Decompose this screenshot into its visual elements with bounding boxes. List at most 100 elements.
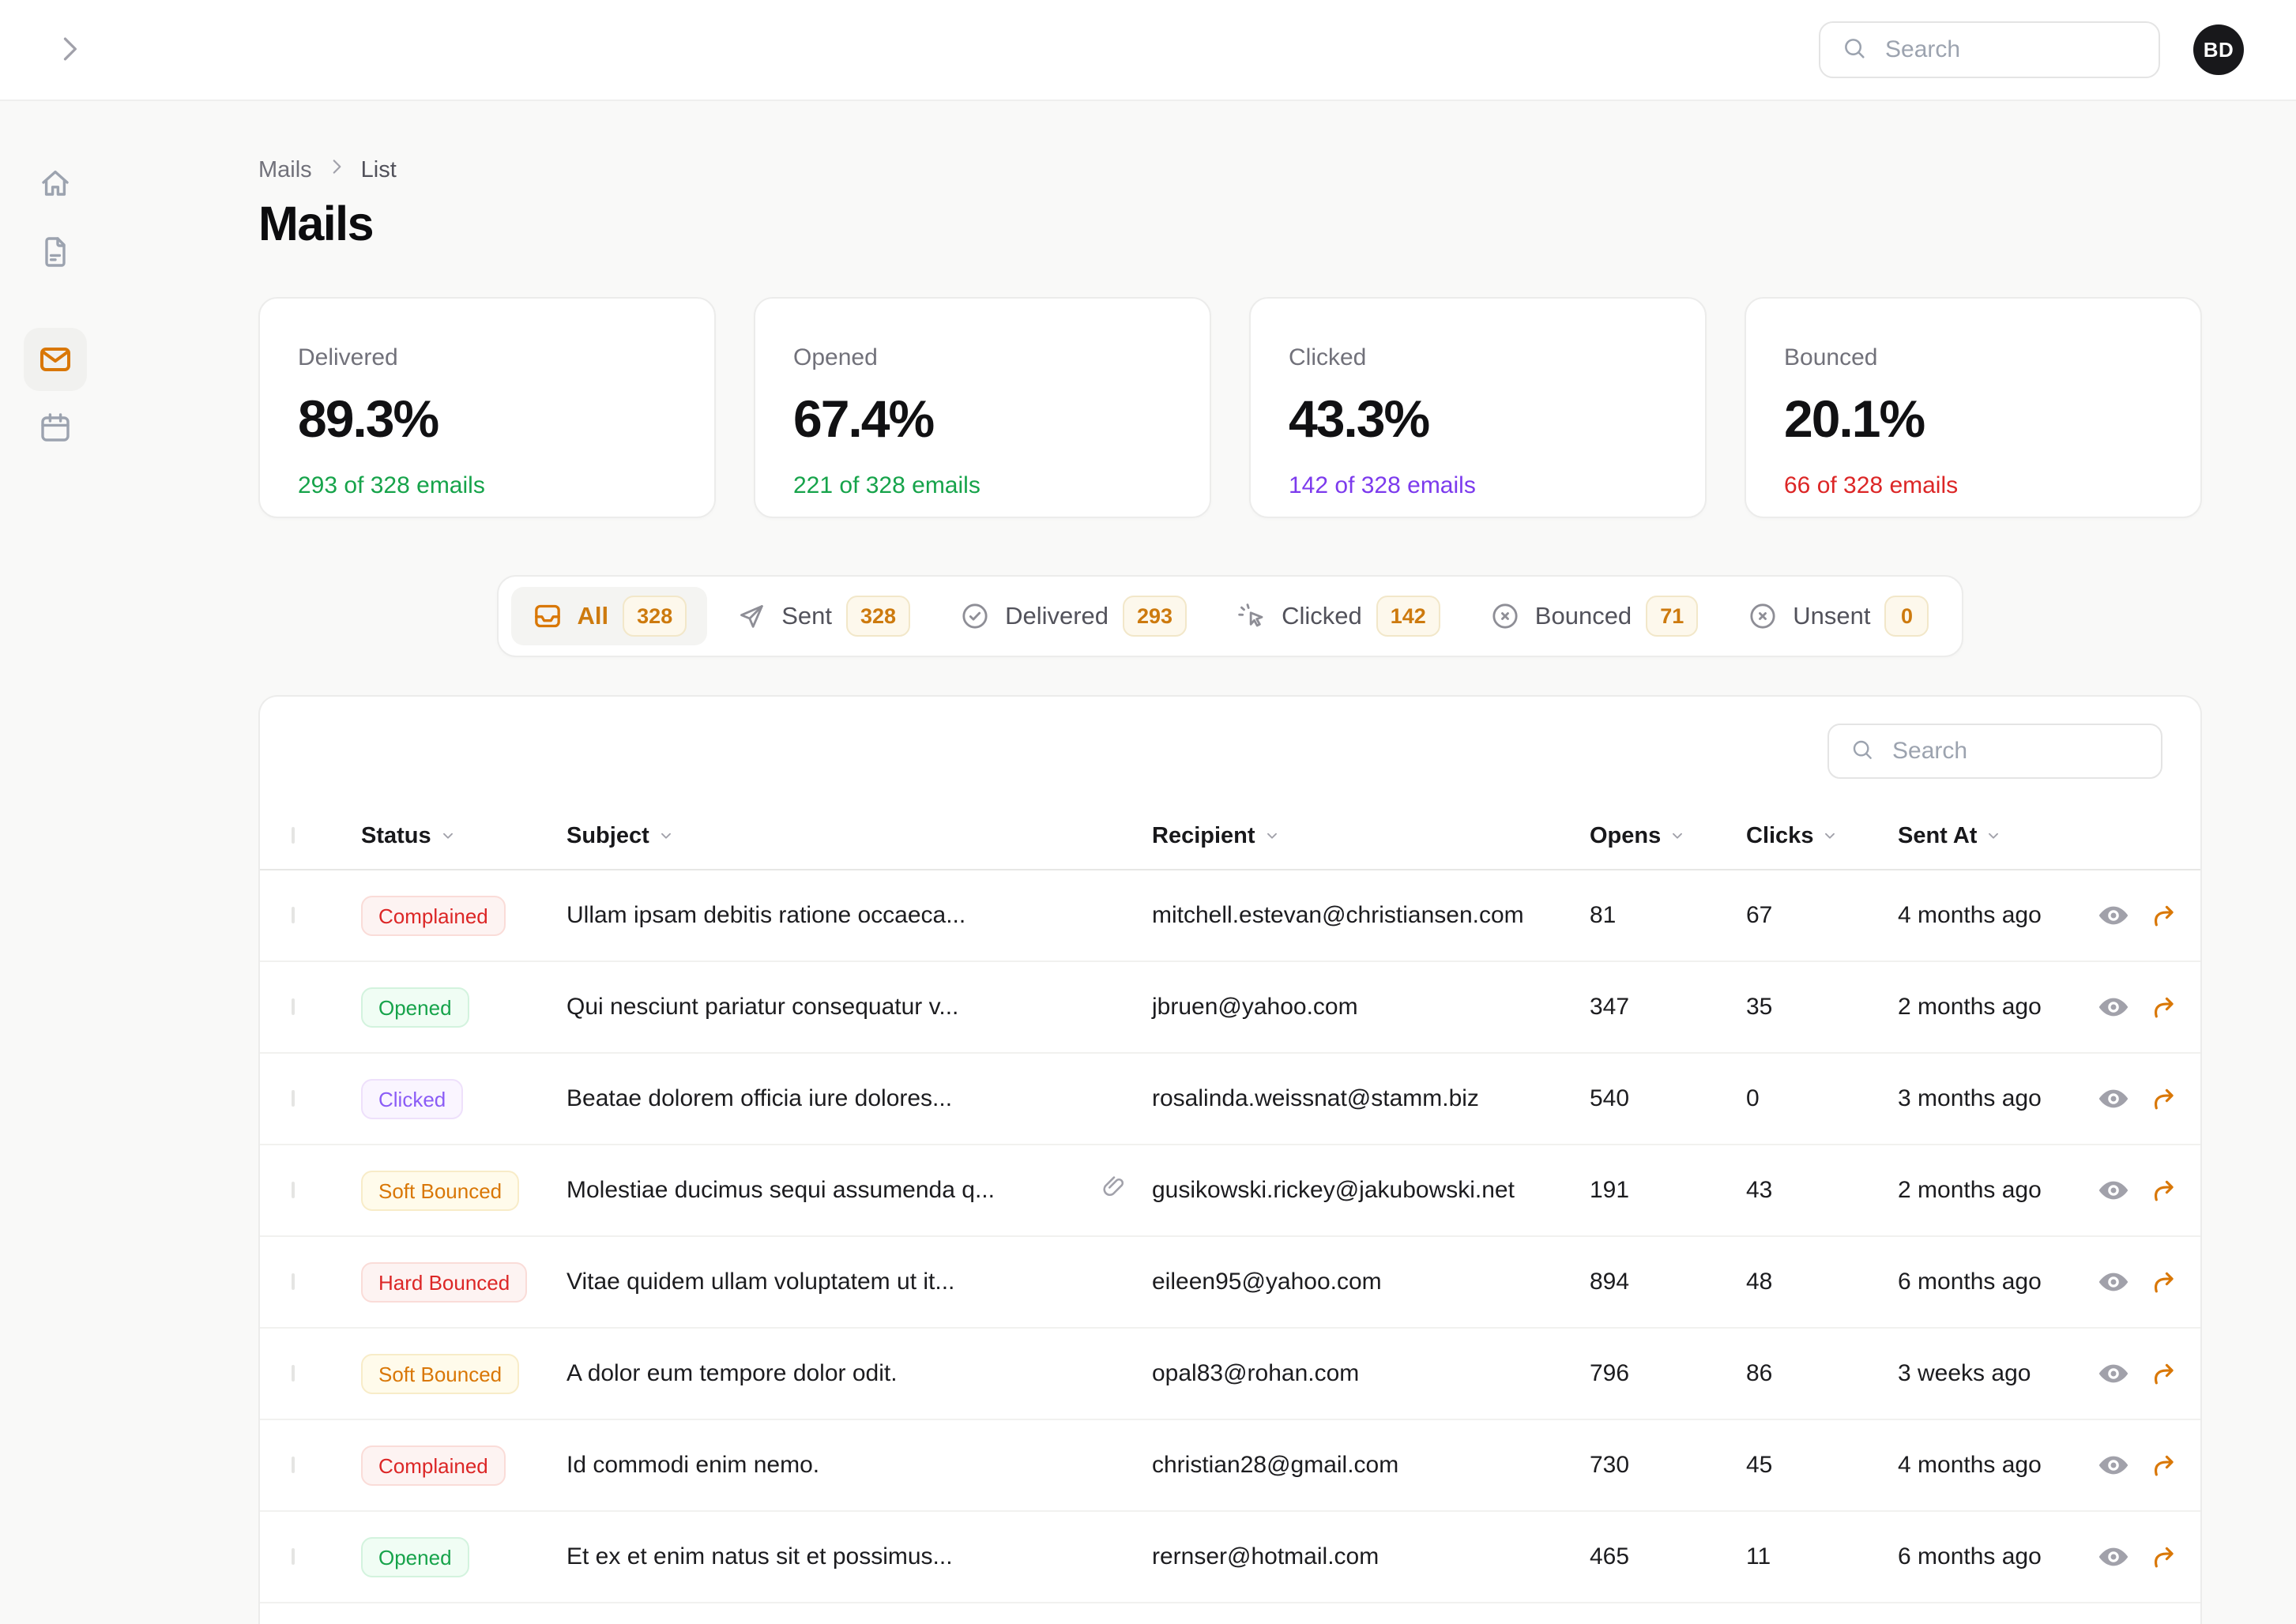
row-checkbox[interactable] (292, 1457, 295, 1473)
row-checkbox[interactable] (292, 1182, 295, 1198)
table-row: Clicked (260, 1603, 2200, 1624)
paperclip-icon (1100, 1173, 1128, 1201)
filter-tab-unsent[interactable]: Unsent 0 (1726, 587, 1949, 645)
stat-card-opened: Opened 67.4% 221 of 328 emails (754, 297, 1211, 518)
status-badge: Complained (361, 1445, 506, 1486)
table-row: Opened Et ex et enim natus sit et possim… (260, 1512, 2200, 1603)
mail-recipient: jbruen@yahoo.com (1152, 994, 1358, 1020)
mail-sent-at: 3 months ago (1898, 1085, 2042, 1111)
resend-mail-button[interactable] (2148, 1450, 2178, 1480)
column-header-status[interactable]: Status (361, 823, 566, 849)
mail-recipient: mitchell.estevan@christiansen.com (1152, 902, 1524, 928)
filter-tab-all[interactable]: All 328 (510, 587, 708, 645)
global-search-input[interactable] (1885, 36, 2138, 63)
mail-recipient: opal83@rohan.com (1152, 1360, 1360, 1386)
stat-value: 89.3% (298, 389, 439, 448)
eye-icon (2096, 1539, 2131, 1574)
mail-clicks: 11 (1746, 1543, 1771, 1569)
column-header-sent-at[interactable]: Sent At (1898, 823, 2085, 849)
sidebar-item-calendar[interactable] (24, 397, 87, 460)
mail-clicks: 45 (1746, 1452, 1773, 1478)
mail-subject: Et ex et enim natus sit et possimus... (566, 1543, 953, 1569)
eye-icon (2096, 1081, 2131, 1116)
stat-value: 43.3% (1289, 389, 1430, 448)
sidebar-item-mails[interactable] (24, 328, 87, 391)
table-row: Clicked Beatae dolorem officia iure dolo… (260, 1054, 2200, 1145)
filter-tab-bounced[interactable]: Bounced 71 (1469, 587, 1718, 645)
view-mail-button[interactable] (2096, 1539, 2131, 1574)
stat-detail: 221 of 328 emails (793, 472, 981, 498)
view-mail-button[interactable] (2096, 1265, 2131, 1299)
table-row: Opened Qui nesciunt pariatur consequatur… (260, 962, 2200, 1054)
column-header-clicks[interactable]: Clicks (1746, 823, 1898, 849)
mail-opens: 347 (1590, 994, 1630, 1020)
chevron-right-icon (52, 32, 87, 69)
table-body: Complained Ullam ipsam debitis ratione o… (260, 870, 2200, 1624)
table-row: Hard Bounced Vitae quidem ullam voluptat… (260, 1237, 2200, 1329)
x-circle-icon (1489, 600, 1521, 632)
sidebar-item-documents[interactable] (24, 220, 87, 284)
row-checkbox[interactable] (292, 1548, 295, 1565)
breadcrumb-mails[interactable]: Mails (258, 156, 312, 182)
table-toolbar (260, 697, 2200, 803)
row-checkbox[interactable] (292, 907, 295, 923)
view-mail-button[interactable] (2096, 990, 2131, 1024)
column-header-recipient[interactable]: Recipient (1152, 823, 1590, 849)
resend-mail-button[interactable] (2148, 1359, 2178, 1389)
filter-tab-label: Bounced (1534, 602, 1632, 630)
column-header-opens[interactable]: Opens (1590, 823, 1746, 849)
resend-mail-button[interactable] (2148, 1542, 2178, 1572)
mail-subject: Qui nesciunt pariatur consequatur v... (566, 994, 959, 1020)
eye-icon (2096, 1265, 2131, 1299)
view-mail-button[interactable] (2096, 1356, 2131, 1391)
sidebar-expand-button[interactable] (52, 32, 87, 69)
filter-tab-label: Sent (781, 602, 832, 630)
filter-tab-label: Unsent (1793, 602, 1871, 630)
mail-clicks: 35 (1746, 994, 1773, 1020)
mail-opens: 465 (1590, 1543, 1630, 1569)
breadcrumb-list: List (360, 156, 397, 182)
mail-opens: 730 (1590, 1452, 1630, 1478)
global-search[interactable] (1819, 21, 2160, 78)
redo-icon (2148, 1267, 2178, 1297)
status-badge: Opened (361, 1536, 469, 1577)
mail-sent-at: 6 months ago (1898, 1269, 2042, 1295)
redo-icon (2148, 992, 2178, 1022)
row-checkbox[interactable] (292, 998, 295, 1015)
view-mail-button[interactable] (2096, 1448, 2131, 1483)
view-mail-button[interactable] (2096, 1081, 2131, 1116)
row-checkbox[interactable] (292, 1090, 295, 1107)
redo-icon (2148, 1450, 2178, 1480)
resend-mail-button[interactable] (2148, 1175, 2178, 1205)
filter-tab-clicked[interactable]: Clicked 142 (1215, 587, 1461, 645)
view-mail-button[interactable] (2096, 1173, 2131, 1208)
filter-tab-sent[interactable]: Sent 328 (715, 587, 931, 645)
chevron-down-icon (1263, 827, 1281, 844)
resend-mail-button[interactable] (2148, 992, 2178, 1022)
table-search[interactable] (1827, 724, 2162, 779)
row-checkbox[interactable] (292, 1273, 295, 1290)
select-all-checkbox[interactable] (292, 827, 295, 844)
status-badge: Opened (361, 987, 469, 1028)
resend-mail-button[interactable] (2148, 1084, 2178, 1114)
resend-mail-button[interactable] (2148, 900, 2178, 930)
filter-tab-count-badge: 0 (1884, 596, 1929, 637)
filter-tab-label: Delivered (1005, 602, 1109, 630)
table-header: Status Subject Recipient Opens Clicks Se… (260, 803, 2200, 870)
filter-tab-delivered[interactable]: Delivered 293 (939, 587, 1207, 645)
mail-subject: Vitae quidem ullam voluptatem ut it... (566, 1269, 955, 1295)
sidebar-item-home[interactable] (24, 152, 87, 215)
table-search-input[interactable] (1892, 738, 2140, 765)
user-avatar[interactable]: BD (2193, 24, 2244, 75)
mail-clicks: 0 (1746, 1085, 1760, 1111)
stat-detail: 66 of 328 emails (1784, 472, 1959, 498)
resend-mail-button[interactable] (2148, 1267, 2178, 1297)
calendar-icon (36, 409, 74, 447)
eye-icon (2096, 898, 2131, 933)
column-header-label: Status (361, 822, 431, 848)
column-header-subject[interactable]: Subject (566, 823, 1152, 849)
view-mail-button[interactable] (2096, 898, 2131, 933)
stat-card-clicked: Clicked 43.3% 142 of 328 emails (1249, 297, 1707, 518)
row-checkbox[interactable] (292, 1365, 295, 1382)
send-icon (736, 600, 767, 632)
